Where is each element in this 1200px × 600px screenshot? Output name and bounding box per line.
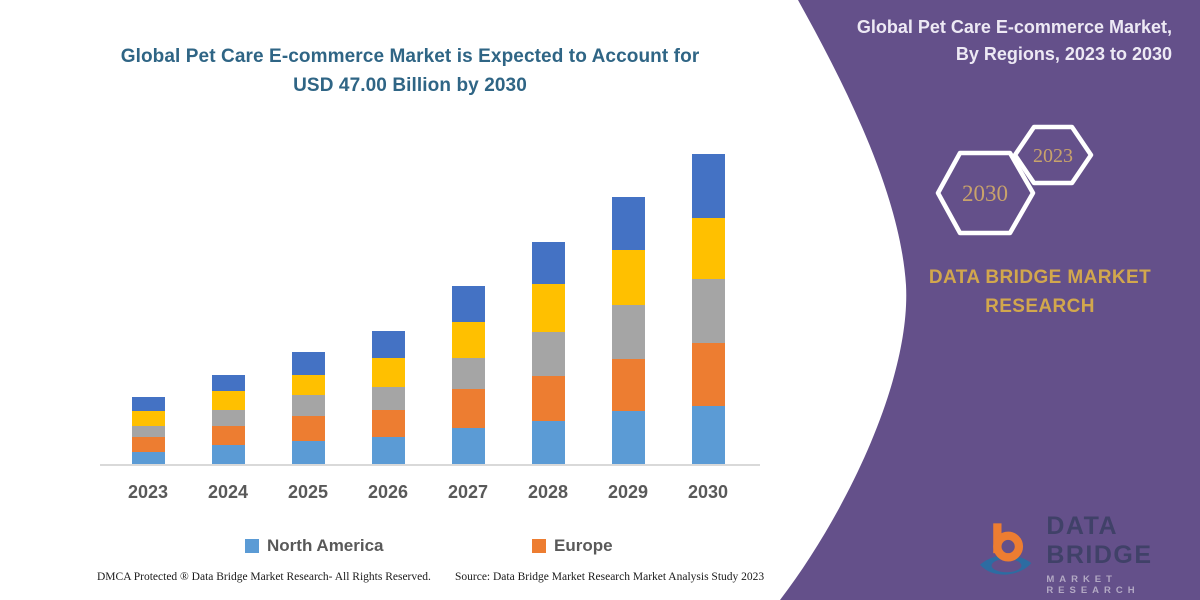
bar-segment-2023-unlabeled-gray — [131, 426, 165, 437]
bar-segment-2026-North America — [371, 437, 405, 464]
logo-swoosh-cutout — [991, 558, 1022, 573]
hexagon-2030-badge — [935, 150, 1036, 236]
x-axis-label-2027: 2027 — [447, 482, 489, 502]
legend-label: Europe — [554, 536, 613, 555]
bar-segment-2029-unlabeled-darkblue — [611, 197, 645, 250]
hexagon-2023-badge — [1012, 124, 1094, 186]
brand-text-line1: DATA BRIDGE MARKET — [928, 267, 1152, 288]
bar-segment-2030-unlabeled-darkblue — [691, 154, 725, 218]
x-axis-label-2023: 2023 — [127, 482, 169, 502]
bar-2026 — [371, 331, 405, 464]
purple-panel-path — [780, 0, 1200, 600]
bar-segment-2030-North America — [691, 406, 725, 464]
bar-segment-2026-unlabeled-darkblue — [371, 331, 405, 358]
bar-segment-2025-unlabeled-gray — [291, 395, 325, 416]
bar-segment-2030-unlabeled-yellow — [691, 218, 725, 279]
x-axis-label-2028: 2028 — [527, 482, 569, 502]
bar-segment-2023-unlabeled-darkblue — [131, 397, 165, 411]
legend-swatch-icon — [245, 539, 259, 553]
bar-segment-2024-unlabeled-yellow — [211, 391, 245, 410]
bar-segment-2024-Europe — [211, 426, 245, 445]
logo-wordmark-tagline: MARKET RESEARCH — [1046, 574, 1140, 596]
x-axis-label-2026: 2026 — [367, 482, 409, 502]
bar-segment-2025-Europe — [291, 416, 325, 441]
bar-segment-2028-North America — [531, 421, 565, 464]
bar-segment-2027-unlabeled-yellow — [451, 322, 485, 358]
bar-segment-2030-Europe — [691, 343, 725, 406]
bar-segment-2027-Europe — [451, 389, 485, 428]
bar-segment-2028-unlabeled-darkblue — [531, 242, 565, 284]
bar-2029 — [611, 197, 645, 464]
bar-segment-2024-North America — [211, 445, 245, 464]
bar-2024 — [211, 375, 245, 464]
brand-text-line2: RESEARCH — [985, 296, 1095, 317]
bar-segment-2029-Europe — [611, 359, 645, 411]
data-bridge-logo: DATA BRIDGE MARKET RESEARCH — [975, 512, 1200, 596]
bar-segment-2029-North America — [611, 411, 645, 464]
legend-swatch-icon — [532, 539, 546, 553]
bar-segment-2027-unlabeled-darkblue — [451, 286, 485, 322]
bar-2027 — [451, 286, 485, 464]
legend-label: North America — [267, 536, 384, 555]
legend-item-europe: Europe — [532, 536, 613, 556]
footer-dmca-text: DMCA Protected ® Data Bridge Market Rese… — [97, 571, 431, 583]
bar-segment-2026-Europe — [371, 410, 405, 437]
bar-segment-2023-Europe — [131, 437, 165, 452]
bar-segment-2028-Europe — [531, 376, 565, 421]
logo-wordmark-name: DATA BRIDGE — [1046, 512, 1153, 569]
bar-2028 — [531, 242, 565, 464]
bar-segment-2023-unlabeled-yellow — [131, 411, 165, 426]
logo-b-bowl — [993, 531, 1024, 562]
bar-segment-2029-unlabeled-yellow — [611, 250, 645, 305]
data-bridge-logo-icon — [979, 523, 1032, 575]
bar-segment-2023-North America — [131, 452, 165, 464]
bar-segment-2030-unlabeled-gray — [691, 279, 725, 343]
panel-title-line1: Global Pet Care E-commerce Market, — [856, 17, 1172, 37]
bar-segment-2026-unlabeled-yellow — [371, 358, 405, 387]
x-axis-label-2030: 2030 — [687, 482, 729, 502]
hexagon-badges: 2030 2023 — [935, 124, 1094, 236]
legend-item-north-america: North America — [245, 536, 384, 556]
logo-wordmark: DATA BRIDGE MARKET RESEARCH — [1046, 512, 1200, 596]
x-axis-label-2029: 2029 — [607, 482, 649, 502]
legend: North America Europe — [100, 536, 760, 560]
bar-segment-2028-unlabeled-yellow — [531, 284, 565, 332]
footer-source-text: Source: Data Bridge Market Research Mark… — [455, 571, 765, 583]
bar-segment-2026-unlabeled-gray — [371, 387, 405, 410]
hexagon-2023-year: 2023 — [1033, 145, 1073, 167]
x-axis-label-2025: 2025 — [287, 482, 329, 502]
bar-segment-2027-unlabeled-gray — [451, 358, 485, 389]
bar-segment-2025-North America — [291, 441, 325, 464]
bar-segment-2025-unlabeled-yellow — [291, 375, 325, 395]
brand-text: DATA BRIDGE MARKET RESEARCH — [880, 263, 1200, 321]
bar-segment-2029-unlabeled-gray — [611, 305, 645, 359]
panel-title-line2: By Regions, 2023 to 2030 — [955, 44, 1172, 64]
x-axis-label-2024: 2024 — [207, 482, 249, 502]
x-axis-line — [100, 464, 760, 466]
bar-segment-2025-unlabeled-darkblue — [291, 352, 325, 375]
chart-title: Global Pet Care E-commerce Market is Exp… — [120, 46, 700, 96]
bar-segment-2027-North America — [451, 428, 485, 464]
plot-area — [100, 140, 760, 466]
bar-segment-2028-unlabeled-gray — [531, 332, 565, 376]
bar-segment-2024-unlabeled-gray — [211, 410, 245, 426]
panel-title: Global Pet Care E-commerce Market, By Re… — [792, 14, 1172, 68]
bar-2023 — [131, 397, 165, 464]
x-axis: 2023 2024 2025 2026 2027 2028 2029 2030 — [100, 482, 760, 506]
bar-segment-2024-unlabeled-darkblue — [211, 375, 245, 391]
hexagon-2030-year: 2030 — [962, 181, 1008, 206]
bar-2025 — [291, 352, 325, 464]
bar-2030 — [691, 154, 725, 464]
